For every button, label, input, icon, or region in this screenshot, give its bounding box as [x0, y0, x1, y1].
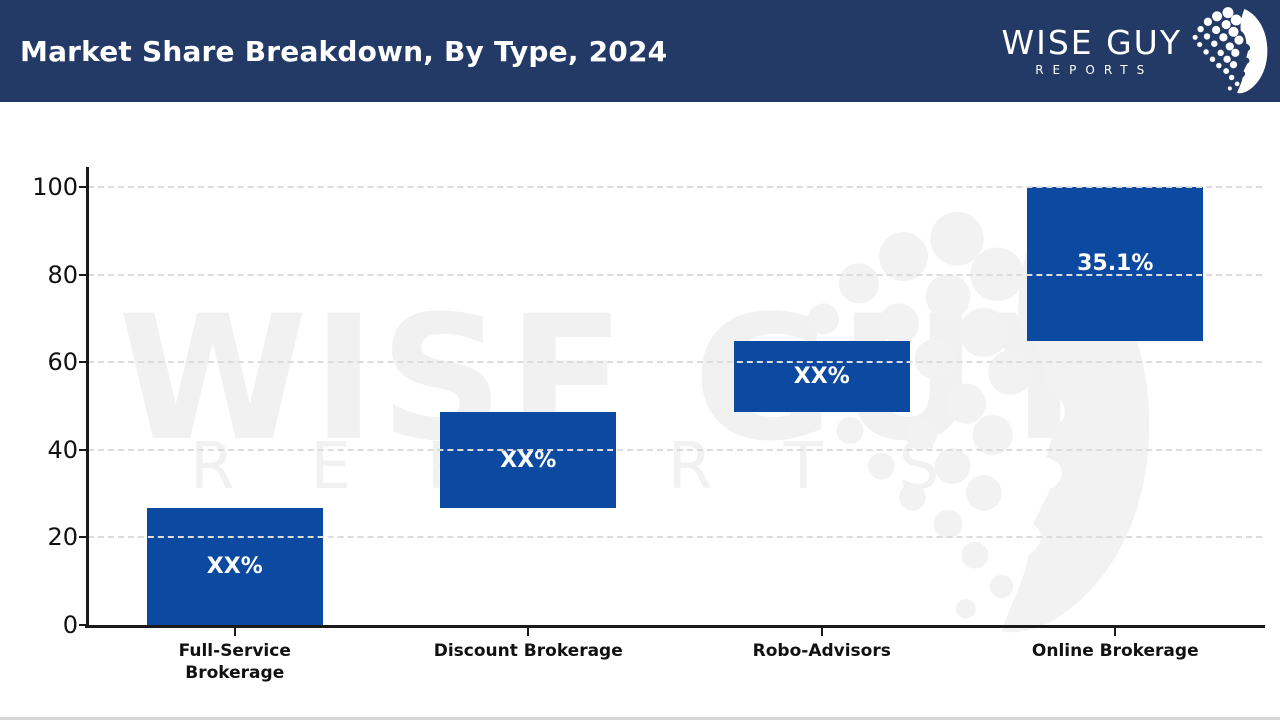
x-tick-mark — [233, 628, 236, 636]
bar-value-label: XX% — [793, 363, 850, 389]
y-tick-mark — [79, 536, 86, 539]
x-category-label: Robo-Advisors — [752, 641, 891, 661]
x-tick-mark — [1114, 628, 1117, 636]
header-band: Market Share Breakdown, By Type, 2024 WI… — [0, 0, 1280, 102]
y-gridline — [88, 448, 1262, 451]
y-tick-label: 100 — [32, 173, 78, 201]
bar: 35.1% — [1027, 187, 1204, 341]
x-tick-mark — [820, 628, 823, 636]
y-gridline — [88, 361, 1262, 364]
x-axis-line — [85, 625, 1265, 628]
bar: XX% — [733, 340, 910, 413]
y-tick-label: 20 — [47, 523, 78, 552]
page-title: Market Share Breakdown, By Type, 2024 — [20, 34, 668, 68]
x-category-label: Online Brokerage — [1031, 641, 1199, 661]
x-tick-mark — [527, 628, 530, 636]
y-tick-mark — [79, 361, 86, 364]
x-category-label: Discount Brokerage — [433, 641, 623, 661]
y-tick-label: 40 — [47, 435, 78, 464]
y-tick-mark — [79, 186, 86, 188]
y-gridline — [88, 186, 1262, 188]
wiseguy-head-icon — [1192, 7, 1268, 94]
bar-value-label: XX% — [500, 447, 557, 473]
y-tick-label: 80 — [47, 260, 78, 289]
x-category-label: Full-Service Brokerage — [178, 641, 291, 683]
footer-divider — [0, 717, 1280, 720]
y-tick-mark — [79, 273, 86, 276]
y-gridline — [88, 273, 1262, 276]
y-tick-label: 0 — [62, 611, 78, 639]
bar-value-label: XX% — [206, 554, 263, 580]
bar: XX% — [440, 412, 617, 509]
logo-wordmark: WISE GUY — [1001, 23, 1182, 62]
y-axis-line — [86, 167, 89, 627]
bar-value-label: 35.1% — [1077, 251, 1154, 277]
logo-subtitle: REPORTS — [1035, 63, 1154, 77]
logo-text: WISE GUY REPORTS — [1001, 26, 1182, 76]
y-gridline — [88, 536, 1262, 539]
y-tick-mark — [79, 448, 86, 451]
wiseguy-logo: WISE GUY REPORTS — [1001, 6, 1270, 96]
y-tick-label: 60 — [47, 348, 78, 377]
bar: XX% — [146, 508, 323, 625]
y-tick-mark — [79, 624, 86, 626]
